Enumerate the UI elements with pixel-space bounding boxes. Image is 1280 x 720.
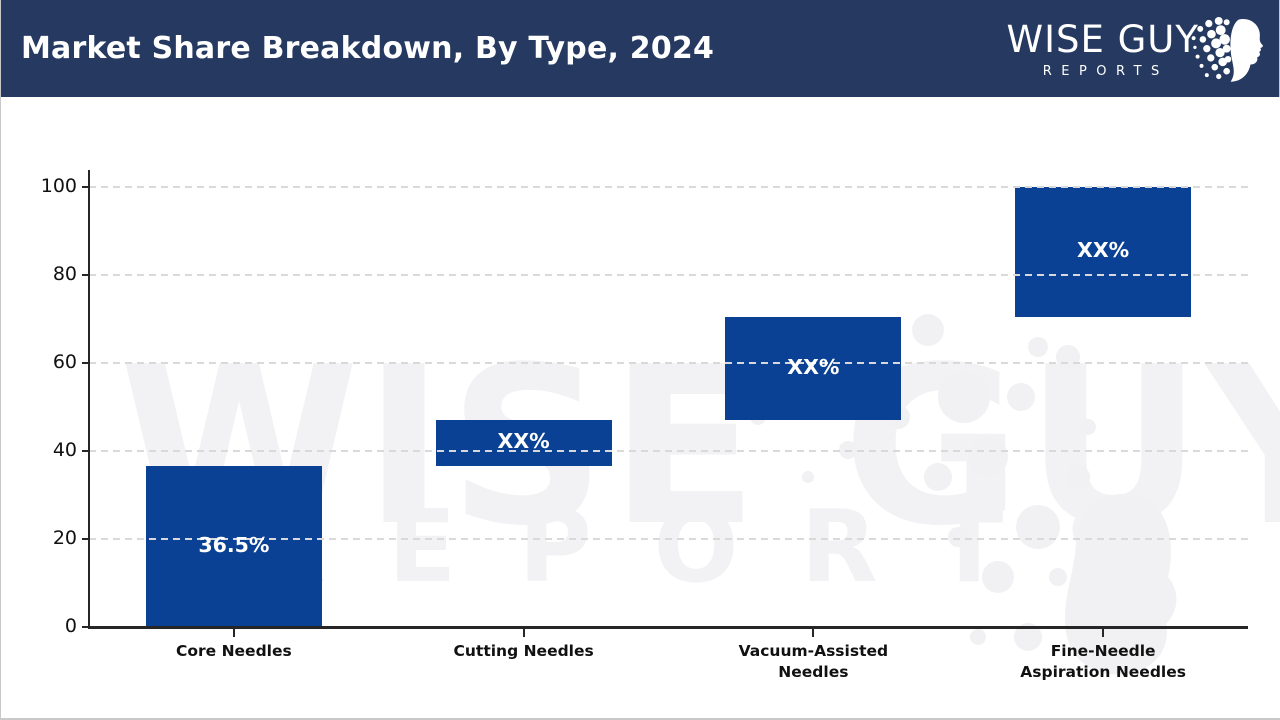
bar-1 xyxy=(145,466,322,627)
y-tick-label-20: 20 xyxy=(52,527,77,549)
gridline-y80 xyxy=(89,274,1248,276)
bar-value-label-1: 36.5% xyxy=(198,532,270,557)
y-tick-40 xyxy=(82,450,89,452)
y-tick-0 xyxy=(82,626,89,628)
bar-value-label-3: XX% xyxy=(787,354,840,379)
y-tick-label-100: 100 xyxy=(40,175,77,197)
category-label-2: Cutting Needles xyxy=(374,641,674,662)
y-tick-label-80: 80 xyxy=(52,263,77,285)
brand-logo: WISE GUY REPORTS xyxy=(1007,8,1265,92)
category-label-line: Fine-Needle xyxy=(1050,642,1156,660)
x-tick-4 xyxy=(1102,629,1105,637)
header-band: Market Share Breakdown, By Type, 2024 WI… xyxy=(1,0,1279,97)
y-tick-80 xyxy=(82,274,89,276)
category-label-line: Cutting Needles xyxy=(453,642,594,660)
gridline-y60 xyxy=(89,362,1248,364)
x-tick-3 xyxy=(812,629,815,637)
brand-logo-subtitle: REPORTS xyxy=(1042,63,1169,79)
x-tick-1 xyxy=(232,629,235,637)
gridline-y40 xyxy=(89,450,1248,452)
bar-value-label-2: XX% xyxy=(497,429,550,454)
y-tick-label-0: 0 xyxy=(64,615,77,637)
y-axis-line xyxy=(88,170,90,629)
category-label-1: Core Needles xyxy=(84,641,384,662)
waterfall-chart: WISE GUY REPORTS 0 20 40 60 80 100 36.5% Core N… xyxy=(1,97,1280,718)
category-label-line: Aspiration Needles xyxy=(1020,663,1186,681)
y-tick-60 xyxy=(82,362,89,364)
y-tick-label-60: 60 xyxy=(52,351,77,373)
brand-logo-text: WISE GUY REPORTS xyxy=(1006,18,1199,79)
bar-4 xyxy=(1015,187,1192,317)
y-tick-label-40: 40 xyxy=(52,439,77,461)
y-tick-20 xyxy=(82,538,89,540)
category-label-line: Needles xyxy=(778,663,849,681)
bar-value-label-4: XX% xyxy=(1077,237,1130,262)
bar-3 xyxy=(725,316,902,421)
y-tick-100 xyxy=(82,186,89,188)
brand-logo-name: WISE GUY xyxy=(1006,18,1199,62)
page-title: Market Share Breakdown, By Type, 2024 xyxy=(21,31,715,66)
bar-2 xyxy=(435,420,612,467)
category-label-line: Core Needles xyxy=(176,642,292,660)
category-label-3: Vacuum-Assisted Needles xyxy=(663,641,963,683)
logo-face-dots-icon xyxy=(1191,16,1263,82)
gridline-y100 xyxy=(89,186,1248,188)
category-label-line: Vacuum-Assisted xyxy=(738,642,889,660)
category-label-4: Fine-Needle Aspiration Needles xyxy=(953,641,1253,683)
x-tick-2 xyxy=(522,629,525,637)
x-axis-line xyxy=(88,626,1248,629)
gridline-y20 xyxy=(89,538,1248,540)
